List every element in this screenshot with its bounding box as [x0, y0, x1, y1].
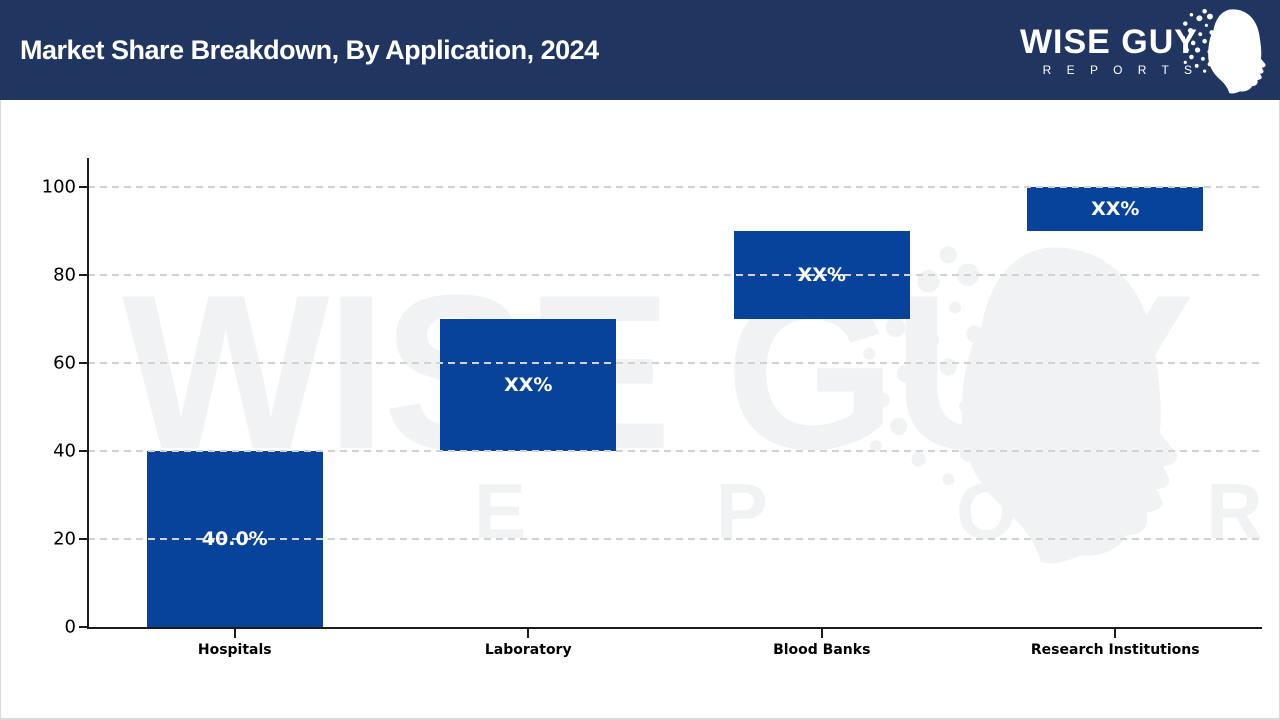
bar-value-label: XX%	[797, 264, 846, 286]
x-category-label: Hospitals	[197, 642, 272, 658]
x-tick-3	[1114, 629, 1117, 638]
y-tick-label: 40	[53, 440, 76, 462]
logo-wordmark: WISE GUY	[1019, 22, 1198, 61]
page-edge-bottom	[0, 718, 1280, 720]
gridline-60	[88, 362, 1262, 364]
x-category-label: Research Institutions	[1030, 642, 1200, 658]
gridline-40	[88, 450, 1262, 452]
page-edge-left	[0, 100, 1, 720]
x-tick-2	[820, 629, 823, 638]
x-axis-line	[87, 627, 1262, 629]
brand-logo-text: WISE GUY R E P O R T S	[1020, 25, 1198, 76]
y-axis-line	[87, 158, 89, 629]
gridline-100	[88, 186, 1262, 188]
gridline-20	[88, 538, 1262, 540]
page-title: Market Share Breakdown, By Application, …	[20, 34, 599, 65]
x-tick-0	[233, 629, 236, 638]
bar-value-label: XX%	[1091, 198, 1140, 220]
brand-logo: WISE GUY R E P O R T S	[1020, 6, 1268, 94]
y-tick-label: 60	[53, 352, 76, 374]
y-tick-label: 0	[64, 616, 76, 638]
y-tick-label: 80	[53, 264, 76, 286]
y-tick-20	[79, 538, 88, 540]
logo-subtext: R E P O R T S	[1042, 62, 1198, 77]
header: Market Share Breakdown, By Application, …	[0, 0, 1280, 100]
y-tick-0	[79, 626, 88, 628]
x-category-label: Blood Banks	[773, 642, 871, 658]
y-tick-label: 100	[41, 176, 76, 198]
y-tick-60	[79, 362, 88, 364]
x-tick-1	[527, 629, 530, 638]
y-tick-100	[79, 186, 88, 188]
y-tick-label: 20	[53, 528, 76, 550]
y-tick-80	[79, 274, 88, 276]
x-category-label: Laboratory	[484, 642, 572, 658]
gridline-80	[88, 274, 1262, 276]
bar-value-label: XX%	[504, 374, 553, 396]
bar-research-institutions	[1027, 187, 1204, 231]
y-tick-40	[79, 450, 88, 452]
bar-laboratory	[440, 319, 617, 451]
bar-value-label: 40.0%	[201, 528, 268, 550]
